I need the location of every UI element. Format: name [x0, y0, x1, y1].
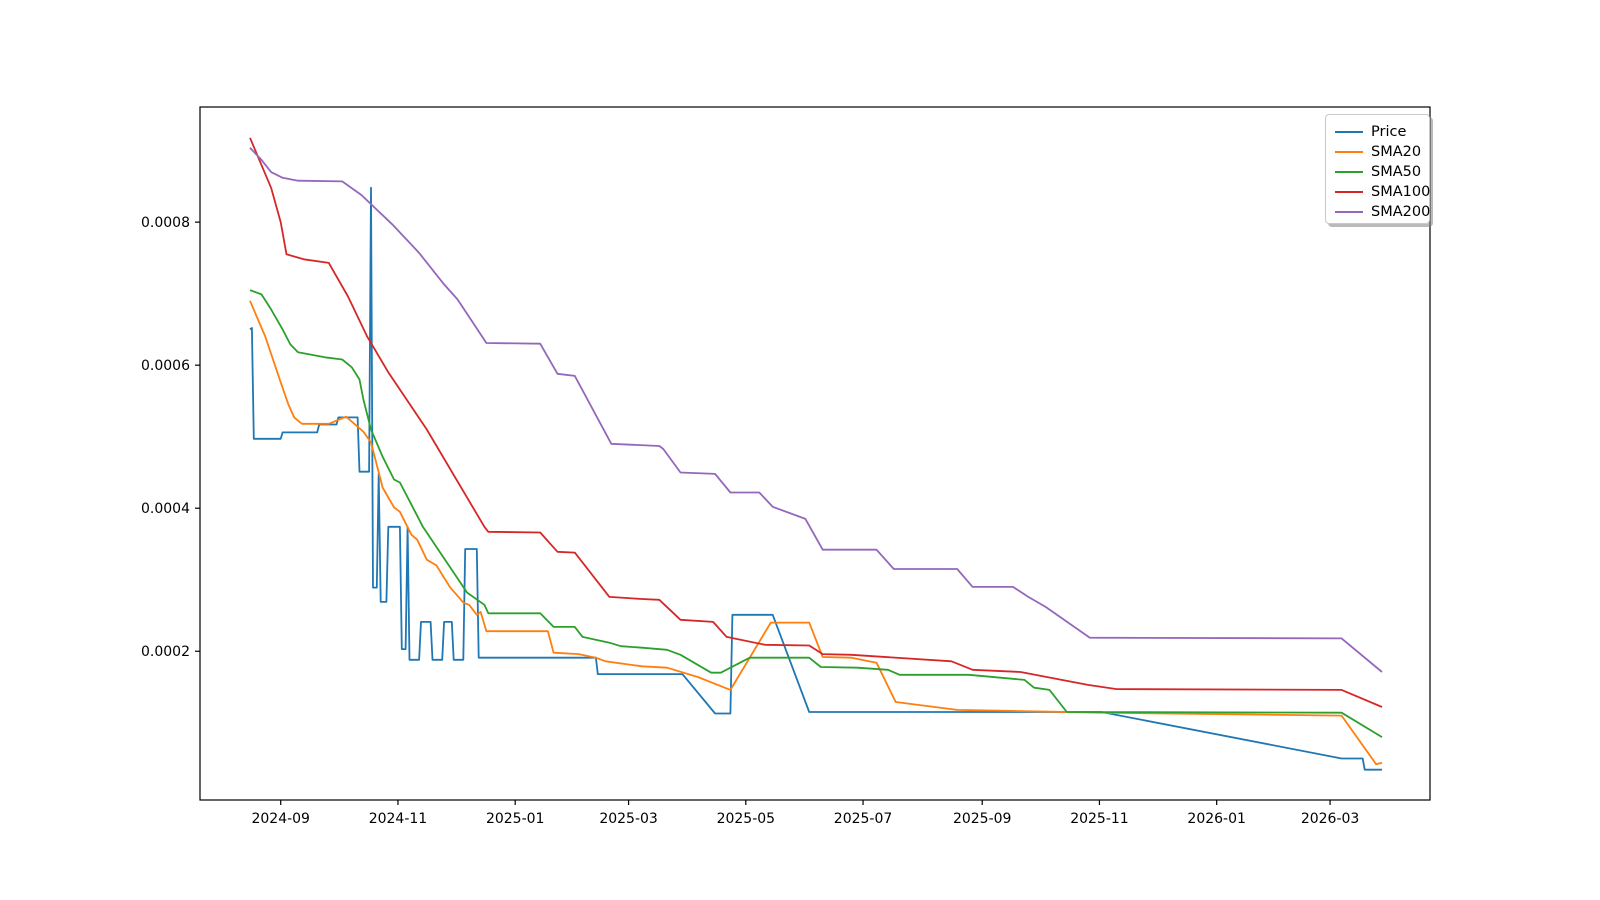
x-tick-label[interactable]: 2025-07	[834, 811, 893, 827]
y-tick-label[interactable]: 0.0004	[141, 501, 190, 517]
legend-item-price[interactable]: Price	[1335, 122, 1419, 142]
legend[interactable]: Price SMA20 SMA50 SMA100 SMA200	[1325, 114, 1430, 224]
legend-swatch-price	[1335, 131, 1363, 133]
plot-frame	[199, 106, 1431, 801]
x-tick-label[interactable]: 2024-09	[251, 811, 310, 827]
y-tick-label[interactable]: 0.0006	[141, 358, 190, 374]
series-line-sma20[interactable]	[249, 300, 1383, 766]
legend-swatch-sma100	[1335, 191, 1363, 193]
legend-item-sma100[interactable]: SMA100	[1335, 182, 1430, 202]
legend-label: SMA100	[1371, 184, 1431, 200]
x-tick-label[interactable]: 2026-03	[1301, 811, 1360, 827]
legend-label: SMA50	[1371, 164, 1422, 180]
x-tick-label[interactable]: 2025-03	[599, 811, 658, 827]
x-tick-label[interactable]: 2025-05	[717, 811, 776, 827]
legend-swatch-sma50	[1335, 171, 1363, 173]
legend-label: SMA200	[1371, 204, 1431, 220]
x-tick-label[interactable]: 2025-09	[953, 811, 1012, 827]
legend-item-sma200[interactable]: SMA200	[1335, 202, 1430, 222]
series-line-price[interactable]	[249, 186, 1382, 771]
x-tick-label[interactable]: 2024-11	[369, 811, 428, 827]
x-tick-label[interactable]: 2026-01	[1187, 811, 1246, 827]
x-tick-label[interactable]: 2025-01	[486, 811, 545, 827]
legend-item-sma20[interactable]: SMA20	[1335, 142, 1422, 162]
series-line-sma50[interactable]	[249, 289, 1383, 738]
legend-label: Price	[1371, 124, 1407, 140]
y-tick-label[interactable]: 0.0002	[141, 644, 190, 660]
series-line-sma100[interactable]	[249, 137, 1383, 708]
series-line-sma200[interactable]	[249, 147, 1383, 673]
legend-swatch-sma200	[1335, 211, 1363, 213]
legend-label: SMA20	[1371, 144, 1422, 160]
legend-item-sma50[interactable]: SMA50	[1335, 162, 1422, 182]
x-tick-label[interactable]: 2025-11	[1070, 811, 1129, 827]
y-tick-label[interactable]: 0.0008	[141, 215, 190, 231]
legend-swatch-sma20	[1335, 151, 1363, 153]
